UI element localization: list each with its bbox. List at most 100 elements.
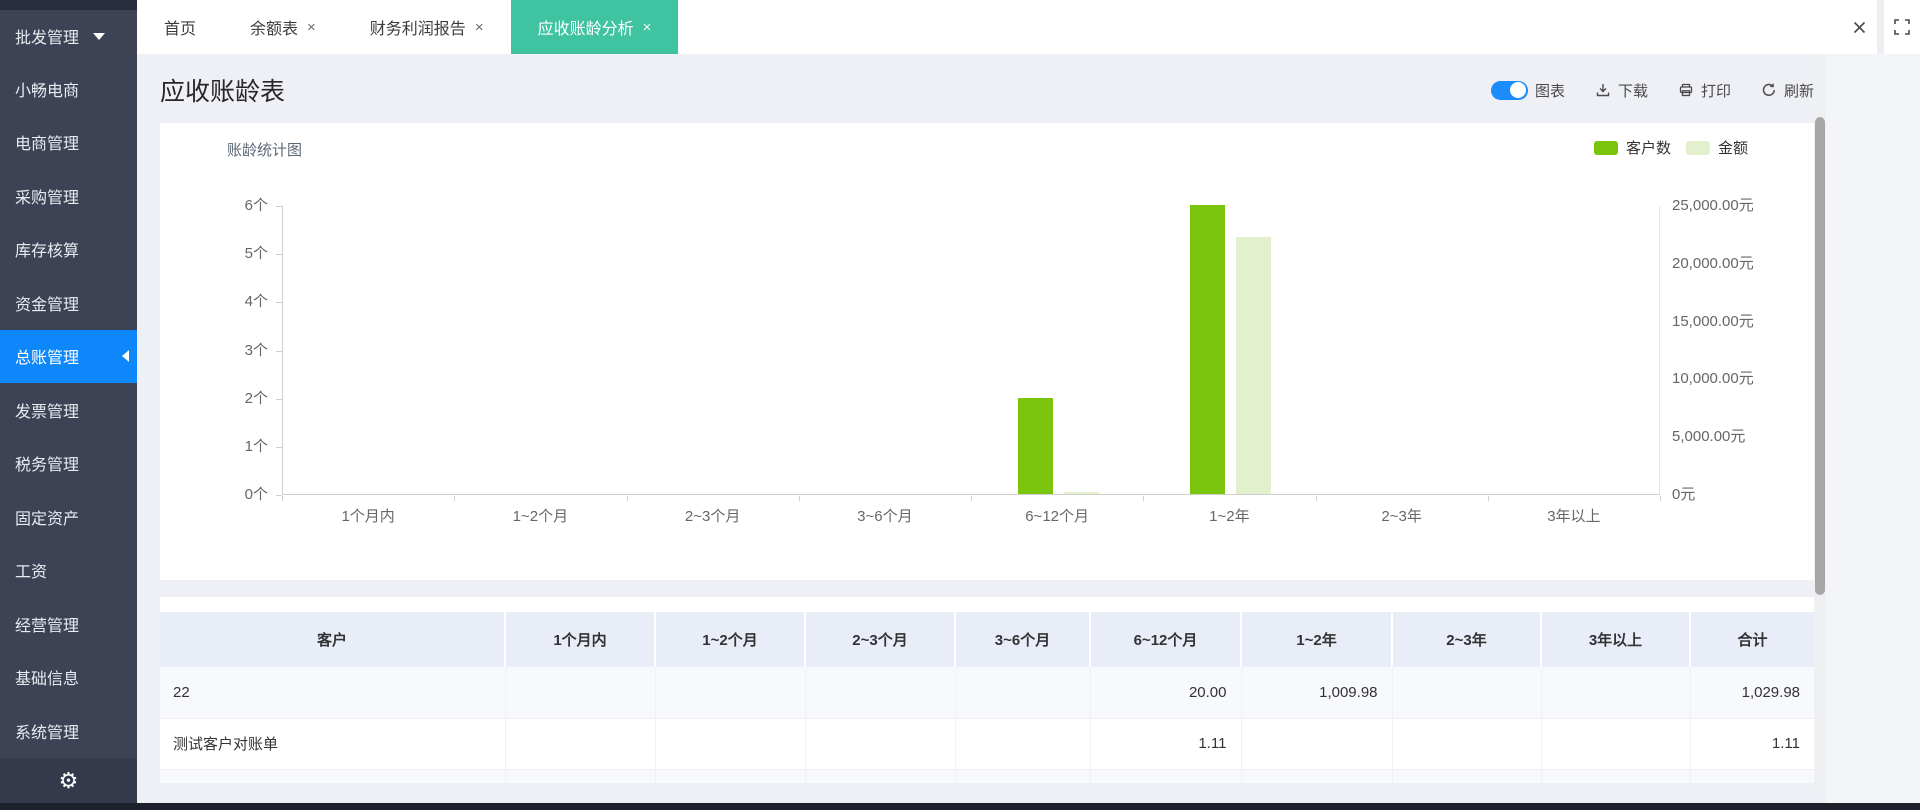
page-header: 应收账龄表 图表 下载 打印 [160,68,1814,112]
table-header-cell: 1~2年 [1241,612,1393,667]
left-axis-tick-label: 6个 [244,197,268,214]
chart-plot-area [282,205,1660,495]
sidebar-item-wholesale-management[interactable]: 批发管理 [0,10,137,62]
table-header-cell: 3~6个月 [955,612,1091,667]
close-button[interactable] [1841,0,1877,54]
print-icon [1679,83,1693,97]
tab-close-icon[interactable]: × [642,18,652,36]
left-axis-tick-label: 5个 [244,245,268,263]
sidebar-item[interactable]: 基础信息 [0,651,137,705]
left-axis-tick [276,398,282,400]
sidebar-item[interactable]: 系统管理 [0,704,137,758]
sidebar-item-label: 税务管理 [15,457,80,475]
sidebar-item[interactable]: 电商管理 [0,116,137,170]
tab[interactable]: 首页 [137,0,223,54]
table-row: 测试客户对账单 1.11 1.11 [160,718,1814,770]
tab-close-icon[interactable]: × [474,18,484,36]
table-header-cell: 2~3年 [1392,612,1542,667]
table-header-cell: 合计 [1690,612,1814,667]
amount-cell [1392,718,1542,770]
bar-amount [1064,492,1100,494]
table-header-cell: 6~12个月 [1090,612,1242,667]
sidebar-item[interactable]: 固定资产 [0,490,137,544]
sidebar-item[interactable]: 资金管理 [0,276,137,330]
chart-toggle[interactable]: 图表 [1490,80,1565,101]
download-button[interactable]: 下载 [1595,80,1648,101]
amount-cell [655,769,806,783]
bottom-edge-bar [0,803,1920,810]
sidebar-item-label: 发票管理 [15,403,80,421]
tab-label: 余额表 [250,21,299,38]
legend-item[interactable]: 金额 [1685,137,1748,158]
customer-name-cell: 22 [160,667,506,719]
x-axis-tick [1660,496,1661,501]
left-axis-tick [276,302,282,304]
customer-name-cell: 测试客户对账单 [160,718,506,770]
sidebar-item[interactable]: 工资 [0,544,137,598]
sidebar-item[interactable]: 发票管理 [0,383,137,437]
amount-cell: 1.11 [1090,718,1242,770]
tab-bar: 首页 余额表 × 财务利润报告 × 应收账龄分析 × [137,0,1920,54]
refresh-icon [1762,83,1776,96]
legend-swatch [1593,140,1618,155]
sidebar-top-strip [0,0,137,10]
amount-cell [805,769,956,783]
left-axis-tick-label: 0个 [244,486,268,503]
right-axis-tick-label: 0元 [1672,486,1696,503]
right-gutter [1826,54,1920,803]
download-label: 下载 [1617,82,1648,100]
sidebar-menu: 小畅电商电商管理采购管理库存核算资金管理 总账管理发票管理税务管理固定资产 工资 经营… [0,62,137,758]
sidebar: 批发管理 小畅电商电商管理采购管理库存核算资金管理 总账管理发票管理税务管理固定资… [0,0,137,803]
x-axis-tick [1143,496,1145,501]
sidebar-item-label: 电商管理 [15,136,80,154]
x-axis-tick [971,496,972,501]
tab[interactable]: 余额表 × [223,0,343,54]
tab[interactable]: 应收账龄分析 × [510,0,679,54]
sidebar-item[interactable]: 采购管理 [0,169,137,223]
tab[interactable]: 财务利润报告 × [343,0,511,54]
sidebar-item[interactable]: 税务管理 [0,437,137,491]
sidebar-item[interactable]: 总账管理 [0,329,137,383]
fullscreen-button[interactable] [1884,0,1920,54]
x-axis-tick [1487,496,1489,501]
sidebar-footer: ⚙ [0,758,137,803]
print-button[interactable]: 打印 [1678,80,1731,101]
table-header-cell: 1个月内 [505,612,656,667]
amount-cell [1241,718,1393,770]
sidebar-item-label: 库存核算 [15,243,80,261]
main-content: 应收账龄表 图表 下载 打印 [137,54,1826,803]
amount-cell [955,667,1091,719]
table-header-row: 客户 1个月内 1~2个月 2~3个月 3~6个月 6~12个月 1~2年 2~3年 3年以上合… [160,612,1814,667]
sidebar-item[interactable]: 小畅电商 [0,62,137,116]
right-axis-tick-label: 15,000.00元 [1672,312,1754,330]
table-header-cell: 2~3个月 [805,612,956,667]
sidebar-item[interactable]: 库存核算 [0,223,137,277]
fullscreen-icon [1894,19,1910,35]
gear-icon[interactable]: ⚙ [58,767,79,793]
bar-customers [1018,397,1054,494]
sidebar-item-label: 基础信息 [15,671,80,689]
tab-label: 首页 [164,21,197,38]
legend-swatch [1685,140,1710,155]
legend-label: 客户数 [1625,140,1671,157]
sidebar-header-label: 批发管理 [15,30,80,47]
amount-cell [805,718,956,770]
right-axis-tick-label: 5,000.00元 [1672,428,1746,446]
tab-close-icon[interactable]: × [307,18,316,36]
legend-item[interactable]: 客户数 [1593,137,1671,158]
sidebar-item[interactable]: 经营管理 [0,597,137,651]
amount-cell [655,718,806,770]
bar-amount [1236,237,1272,494]
left-axis-tick-label: 1个 [244,437,268,455]
vertical-scrollbar [1814,55,1826,786]
download-icon [1596,84,1610,97]
tab-label: 财务利润报告 [369,21,466,38]
x-axis-category-label: 6~12个月 [1025,508,1090,525]
x-axis-category-label: 1个月内 [341,508,395,525]
chart-toggle-switch[interactable] [1490,80,1528,100]
scrollbar-thumb[interactable] [1815,117,1825,595]
refresh-button[interactable]: 刷新 [1761,80,1814,101]
amount-cell [955,769,1091,783]
left-axis-tick [276,495,282,496]
x-axis-tick [282,496,283,501]
